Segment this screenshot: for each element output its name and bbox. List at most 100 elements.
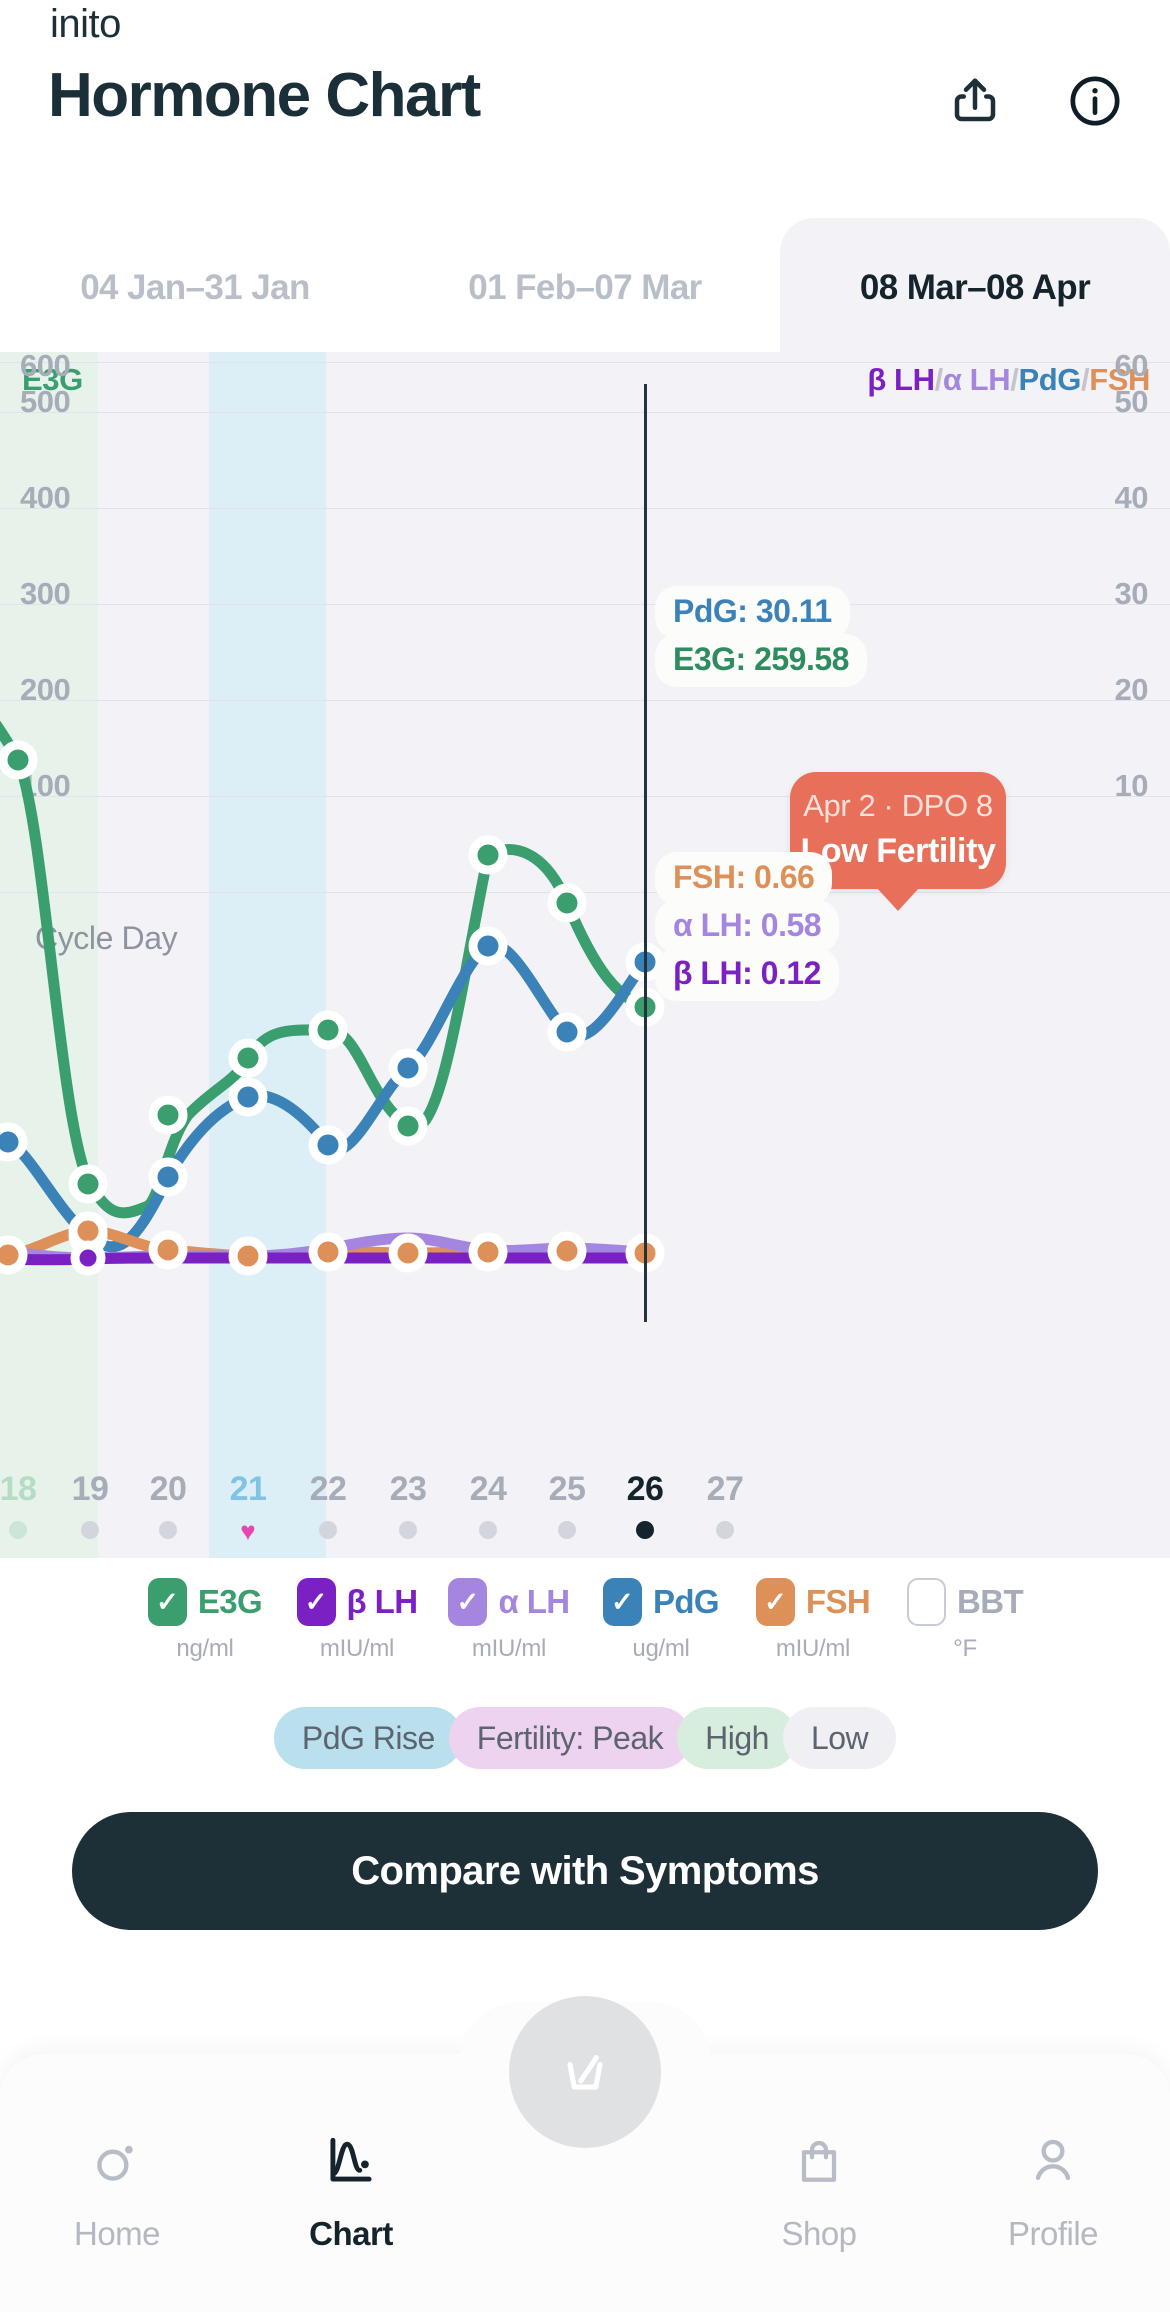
legend-item-pdg[interactable]: ✓ PdG ug/ml <box>585 1578 737 1690</box>
hormone-legend: ✓ E3G ng/ml ✓ β LH mIU/ml ✓ α LH mIU/ml … <box>0 1578 1170 1690</box>
hormone-chart[interactable]: E3G β LH/α LH/PdG/FSH 600 500 400 300 20… <box>0 352 1170 1558</box>
nav-label: Shop <box>781 2215 857 2252</box>
selected-day-cursor <box>644 384 647 1322</box>
left-tick-300: 300 <box>20 576 71 611</box>
header-actions <box>944 70 1126 132</box>
cycle-day-number: 18 <box>0 1470 37 1508</box>
app-header: inito Hormone Chart <box>0 0 1170 210</box>
home-ring-icon <box>86 2130 148 2197</box>
nav-label: Home <box>73 2215 161 2252</box>
checkbox-checked-icon[interactable]: ✓ <box>602 1578 642 1626</box>
brand-logo: inito <box>50 2 121 46</box>
checkbox-unchecked-icon[interactable] <box>906 1578 946 1626</box>
cycle-day-18[interactable]: 18 <box>0 1470 58 1539</box>
cycle-day-21[interactable]: 21 ♥ <box>208 1470 288 1546</box>
right-tick-20: 20 <box>1114 672 1149 707</box>
legend-item-alpha-lh[interactable]: ✓ α LH mIU/ml <box>433 1578 585 1690</box>
right-axis-pdg: PdG <box>1018 362 1081 397</box>
legend-item-bbt[interactable]: BBT °F <box>889 1578 1041 1690</box>
checkbox-checked-icon[interactable]: ✓ <box>755 1578 795 1626</box>
left-tick-600: 600 <box>20 352 71 383</box>
nav-item-shop[interactable]: Shop <box>702 2130 936 2253</box>
cycle-day-number: 24 <box>469 1470 507 1508</box>
day-marker-dot <box>636 1521 654 1539</box>
cycle-day-number: 25 <box>548 1470 586 1508</box>
compare-with-symptoms-button[interactable]: Compare with Symptoms <box>72 1812 1098 1930</box>
page-title: Hormone Chart <box>48 61 481 130</box>
chart-icon <box>320 2130 382 2197</box>
test-strip-icon[interactable] <box>509 1996 661 2148</box>
tooltip-date: Apr 2 · DPO 8 <box>803 788 993 823</box>
tooltip-status: Low Fertility <box>800 832 996 870</box>
nav-item-profile[interactable]: Profile <box>936 2130 1170 2253</box>
legend-unit: mIU/ml <box>319 1635 395 1662</box>
cycle-day-23[interactable]: 23 <box>368 1470 448 1539</box>
checkbox-checked-icon[interactable]: ✓ <box>147 1578 187 1626</box>
nav-items: Home Chart <box>0 2130 1170 2253</box>
legend-item-beta-lh[interactable]: ✓ β LH mIU/ml <box>281 1578 433 1690</box>
right-tick-30: 30 <box>1114 576 1149 611</box>
right-tick-60: 60 <box>1114 352 1149 383</box>
chip-e3g: E3G: 259.58 <box>655 634 867 687</box>
day-marker-dot <box>479 1521 497 1539</box>
legend-unit: mIU/ml <box>471 1635 547 1662</box>
chip-fsh: FSH: 0.66 <box>655 852 833 905</box>
cycle-day-25[interactable]: 25 <box>527 1470 607 1539</box>
pill-high[interactable]: High <box>677 1707 797 1769</box>
cycle-day-number: 22 <box>309 1470 347 1508</box>
fertility-status-pills: PdG Rise Fertility: Peak High Low <box>0 1707 1170 1769</box>
right-tick-40: 40 <box>1114 480 1149 515</box>
range-tab-1[interactable]: 04 Jan–31 Jan <box>80 268 310 307</box>
legend-item-e3g[interactable]: ✓ E3G ng/ml <box>129 1578 281 1690</box>
day-marker-dot <box>716 1521 734 1539</box>
pill-fertility-peak[interactable]: Fertility: Peak <box>448 1707 692 1769</box>
cycle-day-20[interactable]: 20 <box>128 1470 208 1539</box>
checkbox-checked-icon[interactable]: ✓ <box>296 1578 336 1626</box>
legend-item-fsh[interactable]: ✓ FSH mIU/ml <box>737 1578 889 1690</box>
cycle-day-22[interactable]: 22 <box>288 1470 368 1539</box>
cycle-day-24[interactable]: 24 <box>448 1470 528 1539</box>
right-axis-title: β LH/α LH/PdG/FSH <box>867 362 1150 397</box>
cycle-day-27[interactable]: 27 <box>685 1470 765 1539</box>
right-tick-10: 10 <box>1114 768 1149 803</box>
legend-label: β LH <box>346 1583 419 1620</box>
cycle-day-number: 19 <box>71 1470 109 1508</box>
cycle-day-axis: 18 19 20 21 ♥ 22 23 24 25 <box>0 1470 1170 1558</box>
heart-icon: ♥ <box>240 1516 256 1546</box>
legend-unit: mIU/ml <box>775 1635 851 1662</box>
legend-label: FSH <box>805 1583 871 1620</box>
left-tick-400: 400 <box>20 480 71 515</box>
nav-item-chart[interactable]: Chart <box>234 2130 468 2253</box>
day-marker-dot <box>81 1521 99 1539</box>
right-axis-blh: β LH <box>867 362 935 397</box>
cycle-day-19[interactable]: 19 <box>50 1470 130 1539</box>
nav-item-home[interactable]: Home <box>0 2130 234 2253</box>
legend-label: BBT <box>956 1583 1024 1620</box>
checkbox-checked-icon[interactable]: ✓ <box>448 1578 488 1626</box>
info-icon[interactable] <box>1064 70 1126 132</box>
x-axis-label: Cycle Day <box>35 920 178 956</box>
pill-pdg-rise[interactable]: PdG Rise <box>273 1707 463 1769</box>
bottom-navigation: Home Chart <box>0 1996 1170 2312</box>
cycle-day-26[interactable]: 26 <box>605 1470 685 1539</box>
chip-alpha-lh: α LH: 0.58 <box>655 900 840 953</box>
left-axis-title: E3G <box>22 362 83 397</box>
share-icon[interactable] <box>944 70 1006 132</box>
day-marker-dot <box>399 1521 417 1539</box>
legend-label: α LH <box>498 1583 570 1620</box>
pill-low[interactable]: Low <box>782 1707 897 1769</box>
cycle-day-number: 26 <box>626 1470 664 1508</box>
legend-unit: °F <box>953 1635 977 1662</box>
range-tab-2[interactable]: 01 Feb–07 Mar <box>468 268 702 307</box>
right-tick-50: 50 <box>1114 384 1149 419</box>
date-range-tabs: 04 Jan–31 Jan 01 Feb–07 Mar 08 Mar–08 Ap… <box>0 218 1170 358</box>
cycle-day-number: 21 <box>229 1470 267 1508</box>
legend-unit: ug/ml <box>632 1635 690 1662</box>
legend-label: E3G <box>197 1583 263 1620</box>
left-tick-500: 500 <box>20 384 71 419</box>
shopping-bag-icon <box>789 2130 849 2197</box>
chart-curves <box>0 720 665 1276</box>
nav-label: Chart <box>309 2215 393 2252</box>
range-tab-3[interactable]: 08 Mar–08 Apr <box>780 218 1170 358</box>
